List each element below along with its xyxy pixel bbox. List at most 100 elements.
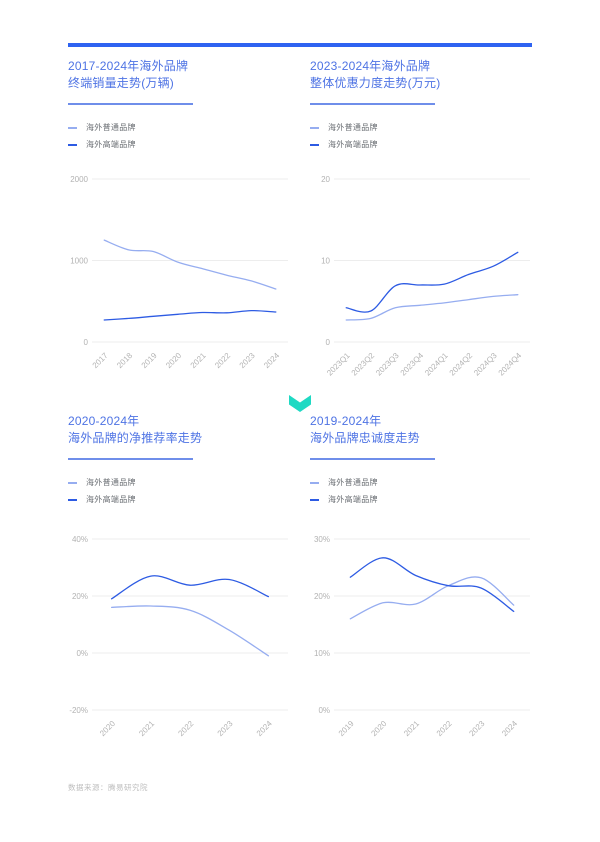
y-tick-label: 0% xyxy=(76,649,88,658)
legend: 海外普通品牌 海外高端品牌 xyxy=(310,474,536,508)
chart-title-line1: 2017-2024年海外品牌 xyxy=(68,59,189,73)
legend-dash-icon xyxy=(310,498,319,501)
legend-item-normal-brand: 海外普通品牌 xyxy=(310,119,536,136)
chart-card-brand-loyalty: 2019-2024年海外品牌忠诚度走势 海外普通品牌 海外高端品牌 0% 10% 2… xyxy=(310,413,536,756)
y-tick-label: 0 xyxy=(84,338,89,347)
y-tick-label: 10 xyxy=(321,256,330,265)
legend-label: 海外普通品牌 xyxy=(86,478,136,487)
chart-canvas-brand-loyalty: 0% 10% 20% 30% 2019 2020 2021 2022 2023 2024 xyxy=(314,535,530,738)
series-line-dark xyxy=(103,309,277,321)
legend-dash-icon xyxy=(310,481,319,484)
chart-title: 2019-2024年海外品牌忠诚度走势 xyxy=(310,413,536,447)
chart-title-line2: 整体优惠力度走势(万元) xyxy=(310,76,441,90)
data-source-note: 数据来源：腾易研究院 xyxy=(68,783,148,792)
x-tick-label: 2020 xyxy=(369,719,388,738)
chart-title: 2023-2024年海外品牌 整体优惠力度走势(万元) xyxy=(310,58,536,92)
legend: 海外普通品牌 海外高端品牌 xyxy=(310,119,536,153)
chart-card-discount-intensity: 2023-2024年海外品牌 整体优惠力度走势(万元) 海外普通品牌 海外高端品牌… xyxy=(310,58,536,390)
x-tick-label: 2020 xyxy=(98,719,117,738)
line-chart-overseas-sales: 0 1000 2000 2017 2018 2019 2020 2021 2022 2023 202… xyxy=(68,161,294,390)
legend: 海外普通品牌 海外高端品牌 xyxy=(68,119,294,153)
x-tick-label: 2019 xyxy=(140,351,159,370)
legend-dash-icon xyxy=(68,143,77,146)
legend-dash-icon xyxy=(310,126,319,129)
title-underline xyxy=(310,458,435,460)
legend-item-normal-brand: 海外普通品牌 xyxy=(68,474,294,491)
title-underline xyxy=(310,103,435,105)
x-tick-label: 2017 xyxy=(91,351,110,370)
legend-dash-icon xyxy=(68,498,77,501)
x-tick-label: 2023 xyxy=(467,719,486,738)
line-chart-net-promoter-score: -20% 0% 20% 40% 2020 2021 2022 2023 2024 xyxy=(68,516,294,756)
x-tick-label: 2024 xyxy=(255,719,274,738)
x-tick-label: 2024Q4 xyxy=(497,351,524,378)
chart-title-line2: 海外品牌忠诚度走势 xyxy=(310,431,420,445)
chevron-down-icon xyxy=(289,395,311,412)
legend-label: 海外高端品牌 xyxy=(328,140,378,149)
x-tick-label: 2019 xyxy=(337,719,356,738)
legend-item-premium-brand: 海外高端品牌 xyxy=(310,491,536,508)
legend-dash-icon xyxy=(68,126,77,129)
chart-card-overseas-sales: 2017-2024年海外品牌 终端销量走势(万辆) 海外普通品牌 海外高端品牌 0… xyxy=(68,58,294,390)
series-line-dark xyxy=(110,575,270,600)
title-underline xyxy=(68,103,193,105)
line-chart-discount-intensity: 0 10 20 2023Q1 2023Q2 2023Q3 2023Q4 2024Q1 2024Q… xyxy=(310,161,536,390)
y-tick-label: 30% xyxy=(314,535,330,544)
x-tick-label: 2023Q4 xyxy=(399,351,426,378)
x-tick-label: 2018 xyxy=(115,351,134,370)
x-tick-label: 2023Q2 xyxy=(350,351,377,378)
chart-title-line1: 2020-2024年 xyxy=(68,414,140,428)
series-line-light xyxy=(110,605,270,657)
x-tick-label: 2022 xyxy=(213,351,232,370)
x-tick-label: 2022 xyxy=(435,719,454,738)
y-tick-label: 2000 xyxy=(70,175,88,184)
x-tick-label: 2024Q3 xyxy=(472,351,499,378)
chart-title-line2: 终端销量走势(万辆) xyxy=(68,76,174,90)
legend-item-premium-brand: 海外高端品牌 xyxy=(310,136,536,153)
x-tick-label: 2021 xyxy=(189,351,208,370)
x-tick-label: 2023 xyxy=(238,351,257,370)
x-tick-label: 2024Q1 xyxy=(423,351,450,378)
chart-card-net-promoter-score: 2020-2024年海外品牌的净推荐率走势 海外普通品牌 海外高端品牌 -20%… xyxy=(68,413,294,756)
legend-label: 海外高端品牌 xyxy=(86,140,136,149)
x-tick-label: 2024 xyxy=(500,719,519,738)
series-line-dark xyxy=(345,251,519,313)
x-tick-label: 2023Q1 xyxy=(325,351,352,378)
accent-top-bar xyxy=(68,43,532,47)
chart-title: 2020-2024年海外品牌的净推荐率走势 xyxy=(68,413,294,447)
y-tick-label: 20 xyxy=(321,175,330,184)
chart-canvas-overseas-sales: 0 1000 2000 2017 2018 2019 2020 2021 2022 2023 202… xyxy=(70,175,288,370)
legend: 海外普通品牌 海外高端品牌 xyxy=(68,474,294,508)
chart-title-line2: 海外品牌的净推荐率走势 xyxy=(68,431,203,445)
x-tick-label: 2023Q3 xyxy=(374,351,401,378)
series-line-light xyxy=(345,294,519,321)
legend-label: 海外普通品牌 xyxy=(328,123,378,132)
y-tick-label: -20% xyxy=(69,706,88,715)
x-tick-label: 2024Q2 xyxy=(448,351,475,378)
series-line-light xyxy=(103,239,277,290)
legend-dash-icon xyxy=(310,143,319,146)
legend-dash-icon xyxy=(68,481,77,484)
chart-title-line1: 2019-2024年 xyxy=(310,414,382,428)
legend-label: 海外普通品牌 xyxy=(86,123,136,132)
x-tick-label: 2024 xyxy=(262,351,281,370)
x-tick-label: 2021 xyxy=(137,719,156,738)
x-tick-label: 2021 xyxy=(402,719,421,738)
y-tick-label: 1000 xyxy=(70,256,88,265)
series-line-dark xyxy=(349,557,515,613)
chart-title-line1: 2023-2024年海外品牌 xyxy=(310,59,431,73)
series-line-light xyxy=(349,576,515,620)
chart-title: 2017-2024年海外品牌 终端销量走势(万辆) xyxy=(68,58,294,92)
legend-label: 海外普通品牌 xyxy=(328,478,378,487)
legend-label: 海外高端品牌 xyxy=(86,495,136,504)
line-chart-brand-loyalty: 0% 10% 20% 30% 2019 2020 2021 2022 2023 2024 xyxy=(310,516,536,756)
x-tick-label: 2020 xyxy=(164,351,183,370)
y-tick-label: 10% xyxy=(314,649,330,658)
y-tick-label: 0% xyxy=(318,706,330,715)
legend-label: 海外高端品牌 xyxy=(328,495,378,504)
x-tick-label: 2023 xyxy=(216,719,235,738)
y-tick-label: 20% xyxy=(314,592,330,601)
legend-item-premium-brand: 海外高端品牌 xyxy=(68,491,294,508)
y-tick-label: 20% xyxy=(72,592,88,601)
